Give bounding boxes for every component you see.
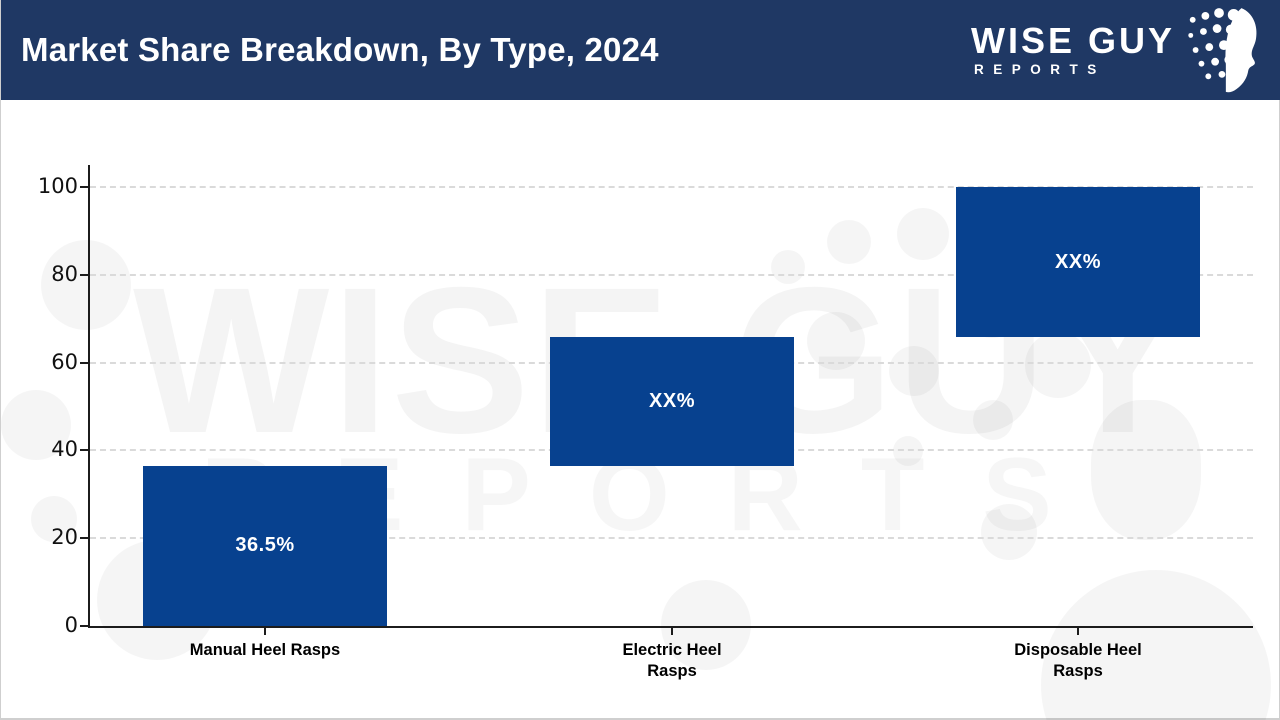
y-tick-label: 60: [51, 349, 78, 374]
bar-value-label: 36.5%: [235, 534, 295, 557]
x-axis-label-line: Rasps: [647, 661, 697, 680]
header: Market Share Breakdown, By Type, 2024 WI…: [1, 0, 1280, 100]
logo-reports-label: REPORTS: [973, 62, 1106, 78]
y-tick-60: [80, 361, 88, 364]
x-tick-electric-heel-rasps: [671, 628, 673, 635]
bar-value-label: XX%: [1055, 250, 1101, 273]
y-tick-100: [80, 186, 88, 188]
chart-area: 0 20 40 60 80 100 36.5% Manual Heel Rasps XX% Ele…: [1, 100, 1280, 720]
page-title: Market Share Breakdown, By Type, 2024: [21, 31, 659, 68]
x-axis-label-disposable-heel-rasps: Disposable Heel Rasps: [918, 640, 1238, 681]
y-axis-line: [88, 165, 90, 628]
x-axis-label-manual-heel-rasps: Manual Heel Rasps: [105, 640, 425, 661]
x-tick-manual-heel-rasps: [264, 628, 266, 635]
x-axis-label-electric-heel-rasps: Electric Heel Rasps: [512, 640, 832, 681]
logo-face-icon: [1188, 8, 1257, 93]
x-axis-label-line: Disposable Heel: [1014, 641, 1142, 659]
gridline-20: [90, 537, 1253, 540]
y-tick-80: [80, 273, 88, 276]
bar-disposable-heel-rasps: XX%: [956, 187, 1200, 338]
logo-wise-guy-label: WISE GUY: [970, 20, 1175, 62]
bar-electric-heel-rasps: XX%: [550, 337, 794, 466]
x-axis-line: [88, 626, 1253, 628]
y-tick-label: 100: [37, 174, 78, 198]
y-tick-20: [80, 537, 88, 540]
y-tick-label: 80: [51, 261, 78, 286]
y-tick-label: 20: [51, 525, 78, 550]
logo-text: WISE GUY REPORTS: [971, 23, 1175, 77]
bar-manual-heel-rasps: 36.5%: [143, 465, 387, 626]
y-tick-40: [80, 449, 88, 452]
x-axis-label-line: Electric Heel: [622, 641, 722, 659]
logo: WISE GUY REPORTS: [971, 6, 1259, 94]
bar-value-label: XX%: [649, 389, 695, 412]
y-tick-0: [80, 625, 88, 627]
x-axis-label-line: Manual Heel Rasps: [189, 641, 341, 659]
y-tick-label: 40: [51, 437, 78, 462]
y-tick-label: 0: [64, 613, 78, 637]
x-axis-label-line: Rasps: [1053, 661, 1103, 680]
gridline-80: [90, 273, 1253, 276]
x-tick-disposable-heel-rasps: [1077, 628, 1079, 635]
gridline-100: [90, 186, 1253, 188]
